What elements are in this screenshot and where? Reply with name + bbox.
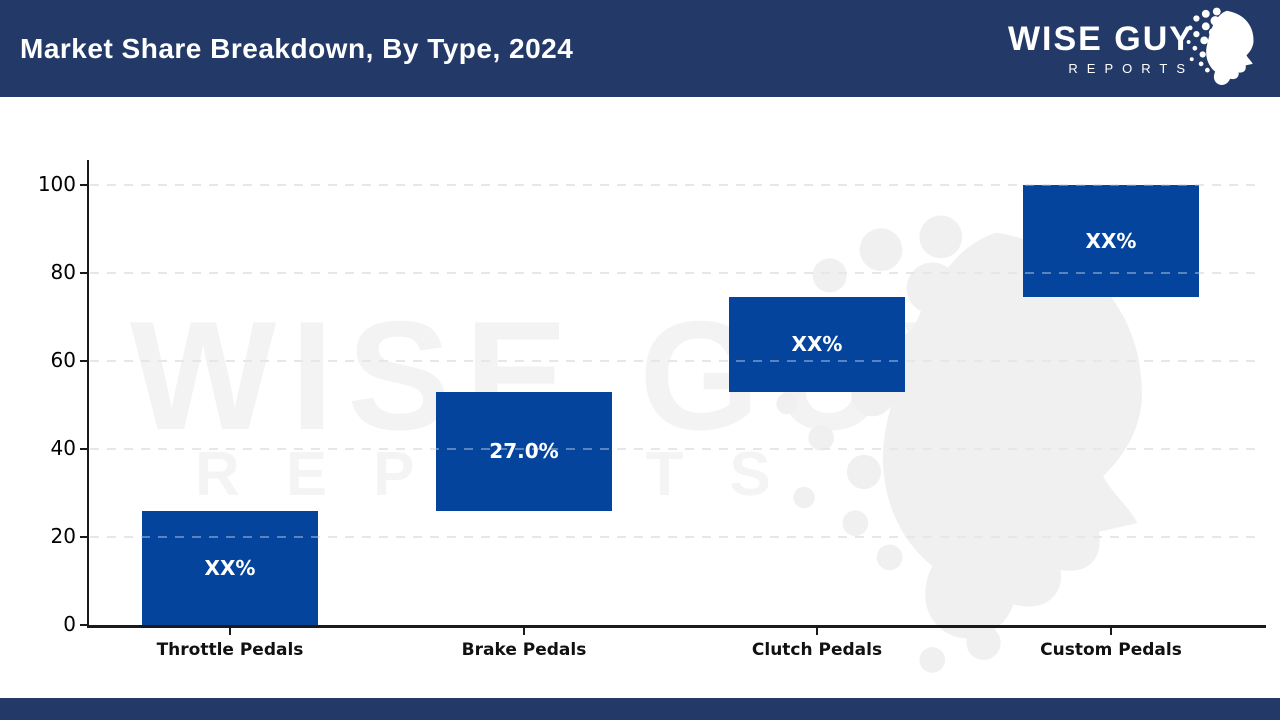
y-tick-label-0: 0 <box>63 612 76 636</box>
bar-brake-pedals: 27.0% <box>436 391 612 511</box>
y-tick-mark-40 <box>80 448 88 450</box>
y-tick-label-40: 40 <box>50 436 76 460</box>
y-tick-label-20: 20 <box>50 524 76 548</box>
face-profile-icon <box>1186 7 1254 85</box>
y-gridline-overlay-100 <box>90 184 1262 186</box>
chart-title: Market Share Breakdown, By Type, 2024 <box>20 32 574 64</box>
bar-clutch-pedals: XX% <box>729 297 905 392</box>
footer-band <box>0 698 1280 720</box>
plot-area: WISE GUY REPORTS XX%27.0%XX%XX% 02040608… <box>0 97 1280 698</box>
y-tick-mark-0 <box>80 624 88 626</box>
y-gridline-100 <box>90 184 1262 186</box>
x-axis-line <box>87 625 1266 628</box>
y-gridline-20 <box>90 536 1262 538</box>
header-band: Market Share Breakdown, By Type, 2024 WI… <box>0 0 1280 97</box>
y-gridline-overlay-60 <box>90 360 1262 362</box>
y-gridline-60 <box>90 360 1262 362</box>
y-tick-label-100: 100 <box>37 172 76 196</box>
y-gridline-overlay-20 <box>90 536 1262 538</box>
bar-throttle-pedals: XX% <box>142 510 318 625</box>
bar-value-label: XX% <box>1085 229 1137 254</box>
y-tick-mark-60 <box>80 360 88 362</box>
y-gridline-overlay-40 <box>90 448 1262 450</box>
y-gridline-40 <box>90 448 1262 450</box>
x-tick-mark-3 <box>816 628 818 635</box>
y-tick-label-60: 60 <box>50 348 76 372</box>
x-tick-mark-2 <box>523 628 525 635</box>
bar-value-label: 27.0% <box>489 439 559 464</box>
x-category-label-3: Clutch Pedals <box>751 640 883 660</box>
x-category-label-2: Brake Pedals <box>461 640 587 660</box>
bar-value-label: XX% <box>204 555 256 580</box>
brand-name: WISE GUY <box>1007 20 1194 58</box>
y-tick-mark-100 <box>80 184 88 186</box>
x-category-label-1: Throttle Pedals <box>156 640 304 660</box>
y-tick-label-80: 80 <box>50 260 76 284</box>
brand-subtitle: REPORTS <box>1068 61 1194 76</box>
y-axis-line <box>87 160 89 628</box>
brand-logo: WISE GUY REPORTS <box>1008 6 1280 92</box>
bar-value-label: XX% <box>791 332 843 357</box>
y-tick-mark-20 <box>80 536 88 538</box>
y-tick-mark-80 <box>80 272 88 274</box>
brand-logo-text: WISE GUY REPORTS <box>1008 22 1194 75</box>
y-gridline-overlay-80 <box>90 272 1262 274</box>
x-category-label-4: Custom Pedals <box>1040 640 1182 660</box>
x-tick-mark-1 <box>229 628 231 635</box>
y-gridline-80 <box>90 272 1262 274</box>
bar-custom-pedals: XX% <box>1023 185 1199 298</box>
x-tick-mark-4 <box>1110 628 1112 635</box>
